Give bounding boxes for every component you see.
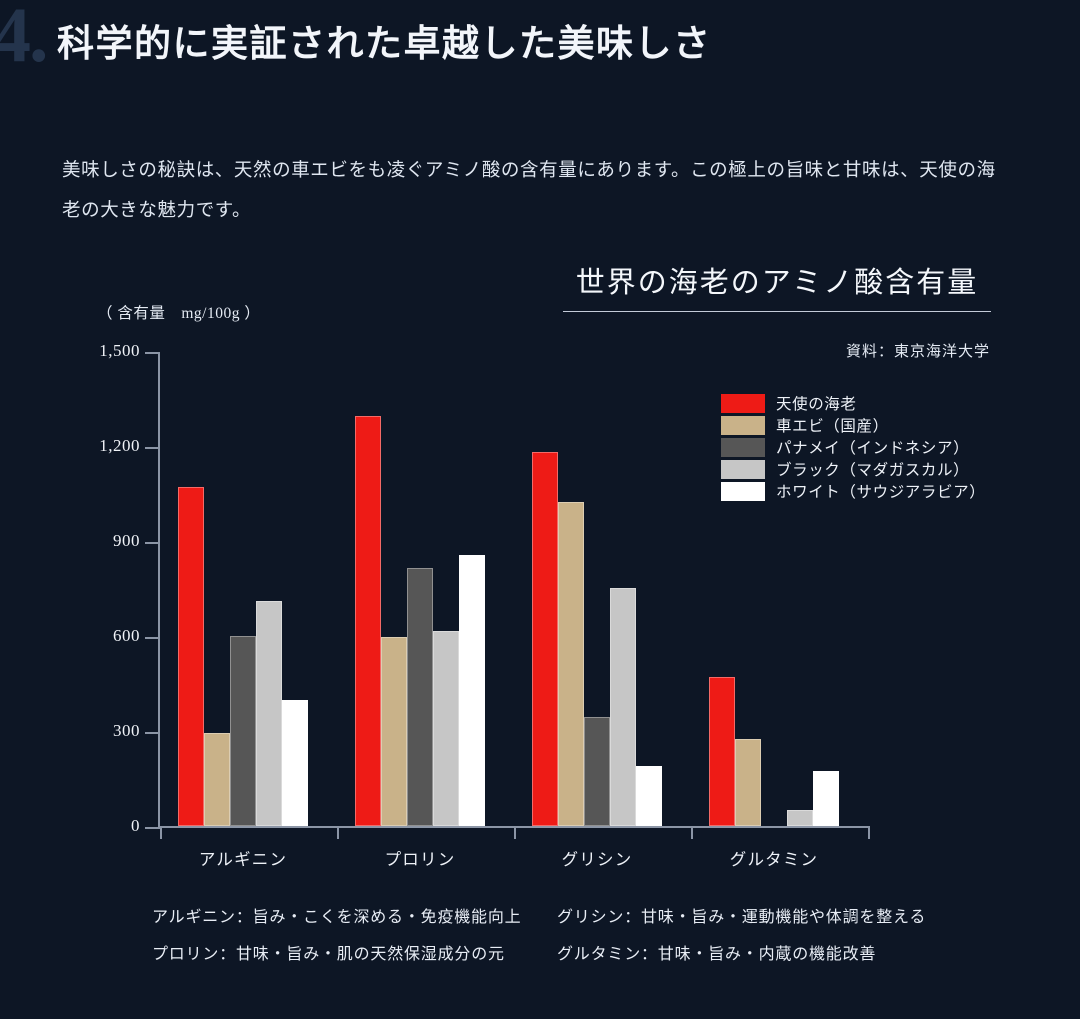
chart-bar: [256, 600, 282, 826]
chart-bar: [355, 415, 381, 826]
legend-swatch-icon: [721, 459, 765, 479]
y-axis-tick-label: 300: [113, 721, 140, 740]
x-axis-line: [158, 826, 870, 828]
x-axis-group-label: プロリン: [384, 850, 456, 869]
footnote-block: アルギニン：旨み・こくを深める・免疫機能向上 グリシン：甘味・旨み・運動機能や体調…: [152, 903, 972, 977]
chart-bar: [407, 567, 433, 826]
chart-bar: [381, 636, 407, 826]
x-axis-tick: [868, 828, 870, 839]
chart-bar: [282, 700, 308, 826]
chart-bar: [230, 636, 256, 826]
x-axis-tick: [337, 828, 339, 839]
legend-item: パナメイ（インドネシア）: [721, 436, 985, 458]
legend-swatch-icon: [721, 481, 765, 501]
chart-bar: [610, 587, 636, 826]
footnote-text: アルギニン：旨み・こくを深める・免疫機能向上: [152, 909, 522, 926]
legend-item-label: ホワイト（サウジアラビア）: [776, 484, 986, 501]
footnote-text: プロリン：甘味・旨み・肌の天然保湿成分の元: [152, 946, 505, 963]
chart-legend: 天使の海老車エビ（国産） パナメイ（インドネシア） ブラック（マダガスカル） ホワイト…: [721, 392, 985, 502]
chart-bar: [709, 677, 735, 826]
chart-source: 資料：東京海洋大学: [845, 344, 990, 360]
legend-item: 車エビ（国産）: [721, 414, 985, 436]
chart-bar: [558, 502, 584, 826]
chart-bar: [813, 770, 839, 826]
x-axis-tick: [691, 828, 693, 839]
legend-swatch-icon: [721, 415, 765, 435]
chart-title-divider: [563, 311, 991, 312]
chart-bar: [787, 809, 813, 826]
footnote-row: アルギニン：旨み・こくを深める・免疫機能向上 グリシン：甘味・旨み・運動機能や体調…: [152, 903, 972, 940]
footnote-text: グルタミン：甘味・旨み・内蔵の機能改善: [557, 946, 877, 963]
page-title: 科学的に実証された卓越した美味しさ: [57, 24, 712, 65]
chart-bar: [532, 452, 558, 826]
x-axis-tick: [160, 828, 162, 839]
y-axis-tick-label: 600: [113, 626, 140, 645]
legend-item-label: ブラック（マダガスカル）: [776, 462, 970, 479]
y-axis-tick: [145, 447, 160, 449]
legend-item: ブラック（マダガスカル）: [721, 458, 985, 480]
legend-item-label: 天使の海老: [776, 396, 857, 413]
x-axis-tick: [514, 828, 516, 839]
y-axis-tick: [145, 352, 160, 354]
chart-bar: [204, 733, 230, 826]
legend-item-label: パナメイ（インドネシア）: [776, 440, 970, 457]
y-axis-line: [158, 352, 160, 829]
legend-item: 天使の海老: [721, 392, 985, 414]
footnote-text: グリシン：甘味・旨み・運動機能や体調を整える: [557, 909, 927, 926]
chart-bar: [584, 717, 610, 826]
chart-bar: [433, 631, 459, 826]
chart-bar: [735, 738, 761, 826]
chart-bar: [459, 555, 485, 826]
y-axis-tick-label: 0: [131, 816, 140, 835]
lead-paragraph: 美味しさの秘訣は、天然の車エビをも凌ぐアミノ酸の含有量にあります。この極上の旨味…: [62, 161, 996, 221]
y-axis-tick-label: 1,200: [99, 436, 140, 455]
x-axis-group-label: グリシン: [561, 850, 633, 869]
footnote-row: プロリン：甘味・旨み・肌の天然保湿成分の元 グルタミン：甘味・旨み・内蔵の機能改善: [152, 940, 972, 977]
chart-title: 世界の海老のアミノ酸含有量: [575, 267, 979, 299]
y-axis-tick: [145, 827, 160, 829]
chart-plot-area: 0 300 600 900 1,200 1,500 アルギニン プロリン グリシン グルタミン: [99, 341, 870, 869]
section-number: 4.: [0, 0, 48, 78]
y-axis-tick-label: 1,500: [99, 341, 140, 360]
y-axis-tick: [145, 542, 160, 544]
x-axis-group-label: グルタミン: [729, 850, 819, 869]
legend-item: ホワイト（サウジアラビア）: [721, 480, 985, 502]
chart-bar: [636, 765, 662, 826]
legend-swatch-icon: [721, 437, 765, 457]
legend-swatch-icon: [721, 393, 765, 413]
y-axis-tick: [145, 732, 160, 734]
y-axis-tick: [145, 637, 160, 639]
chart-bar: [178, 487, 204, 826]
y-axis-unit-label: （ 含有量 mg/100g ）: [97, 305, 261, 322]
legend-item-label: 車エビ（国産）: [776, 418, 889, 435]
y-axis-tick-label: 900: [113, 531, 140, 550]
x-axis-group-label: アルギニン: [198, 850, 288, 869]
